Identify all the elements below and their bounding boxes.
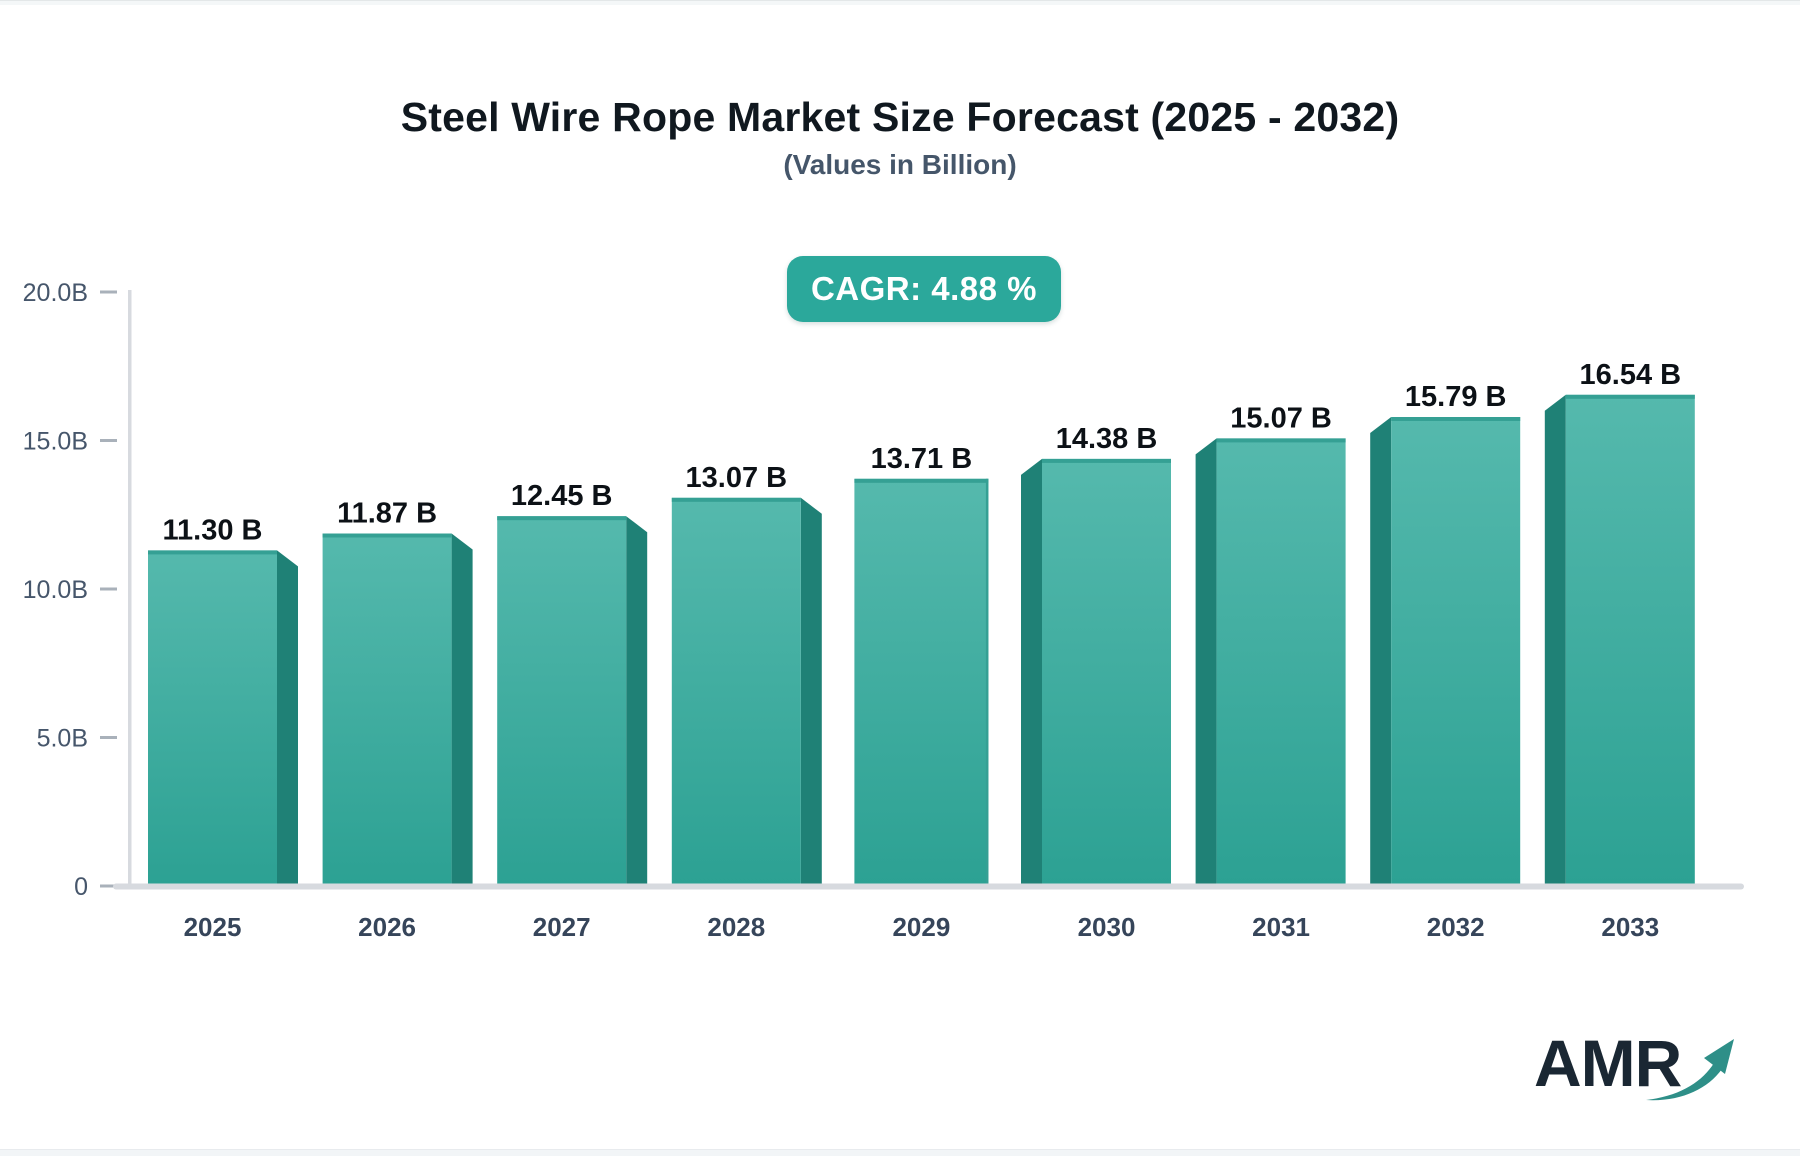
- cagr-badge: CAGR: 4.88 %: [787, 256, 1061, 322]
- bar-value-label: 11.87 B: [337, 498, 437, 530]
- bar-group-2025: 11.30 B 2025: [148, 514, 298, 942]
- x-axis-baseline: [113, 883, 1744, 890]
- bar-group-2028: 13.07 B 2028: [671, 462, 822, 942]
- x-axis-year-label: 2032: [1427, 912, 1485, 942]
- bar-value-label: 13.07 B: [686, 462, 788, 494]
- bar-front-face: [148, 550, 277, 886]
- chart-subtitle: (Values in Billion): [783, 149, 1017, 180]
- growth-arrow-icon: [1646, 1039, 1734, 1101]
- bar-top-edge: [854, 478, 989, 483]
- bar-top-edge: [148, 550, 277, 555]
- chart-title: Steel Wire Rope Market Size Forecast (20…: [400, 94, 1400, 140]
- bar-top-edge: [671, 497, 801, 502]
- x-axis-year-label: 2033: [1601, 912, 1659, 942]
- bar-side-face: [451, 533, 473, 886]
- bar-side-face: [1544, 394, 1566, 886]
- y-tick-label: 5.0B: [37, 725, 88, 753]
- bar-side-face: [800, 497, 822, 886]
- bar-group-2027: 12.45 B 2027: [497, 480, 648, 942]
- bar-top-edge: [1391, 417, 1521, 421]
- x-axis-year-label: 2025: [184, 912, 242, 942]
- bar-value-label: 14.38 B: [1056, 423, 1158, 455]
- bar-front-face: [322, 533, 452, 886]
- bar-group-2029: 13.71 B 2029: [854, 443, 989, 942]
- bar-group-2030: 14.38 B 2030: [1021, 423, 1171, 942]
- bar-value-label: 11.30 B: [163, 514, 263, 546]
- bar-front-face: [854, 478, 989, 886]
- bar-edge-line: [985, 478, 989, 886]
- bar-value-label: 15.07 B: [1230, 402, 1332, 434]
- bar-top-edge: [1565, 394, 1695, 399]
- bar-side-face: [1370, 417, 1392, 886]
- x-axis-year-label: 2026: [358, 912, 416, 942]
- x-axis-year-label: 2030: [1078, 912, 1136, 942]
- cagr-badge-label: CAGR: 4.88 %: [810, 270, 1038, 307]
- bar-top-edge: [1216, 438, 1346, 443]
- bar-value-label: 15.79 B: [1405, 381, 1507, 413]
- bar-front-face: [1042, 458, 1171, 886]
- y-tick-label: 10.0B: [23, 576, 88, 604]
- y-tick-mark: [100, 290, 117, 294]
- y-tick-mark: [100, 884, 117, 888]
- bar-front-face: [1391, 417, 1521, 886]
- bar-side-face: [626, 516, 648, 886]
- y-tick-mark: [100, 439, 117, 442]
- bar-front-face: [1565, 394, 1695, 886]
- y-tick-label: 0: [74, 873, 88, 901]
- x-axis-year-label: 2028: [707, 912, 765, 942]
- top-border: [0, 0, 1800, 5]
- x-axis-year-label: 2027: [533, 912, 591, 942]
- bar-value-label: 16.54 B: [1580, 359, 1682, 391]
- amr-logo-text: AMR: [1534, 1026, 1682, 1100]
- bar-top-edge: [497, 516, 627, 521]
- y-tick-label: 20.0B: [23, 279, 88, 307]
- bar-group-2026: 11.87 B 2026: [322, 498, 473, 942]
- bar-front-face: [1216, 438, 1346, 886]
- bar-front-face: [671, 497, 801, 886]
- amr-logo: AMR: [1528, 1026, 1788, 1116]
- bar-value-label: 12.45 B: [511, 480, 613, 512]
- bar-group-2032: 15.79 B 2032: [1370, 381, 1521, 942]
- bar-group-2031: 15.07 B 2031: [1195, 402, 1346, 942]
- y-tick-label: 15.0B: [23, 428, 88, 456]
- bar-side-face: [277, 550, 298, 886]
- bar-value-label: 13.71 B: [871, 443, 973, 475]
- x-axis-year-label: 2031: [1252, 912, 1310, 942]
- bar-front-face: [497, 516, 627, 886]
- x-axis-year-label: 2029: [892, 912, 950, 942]
- y-tick-mark: [100, 587, 117, 591]
- bar-side-face: [1195, 438, 1217, 886]
- bar-group-2033: 16.54 B 2033: [1544, 359, 1695, 942]
- bar-top-edge: [1042, 458, 1171, 463]
- bottom-border: [0, 1149, 1800, 1156]
- y-axis-line: [128, 290, 132, 888]
- bar-side-face: [1021, 458, 1042, 886]
- bar-top-edge: [322, 533, 452, 538]
- y-tick-mark: [100, 736, 117, 739]
